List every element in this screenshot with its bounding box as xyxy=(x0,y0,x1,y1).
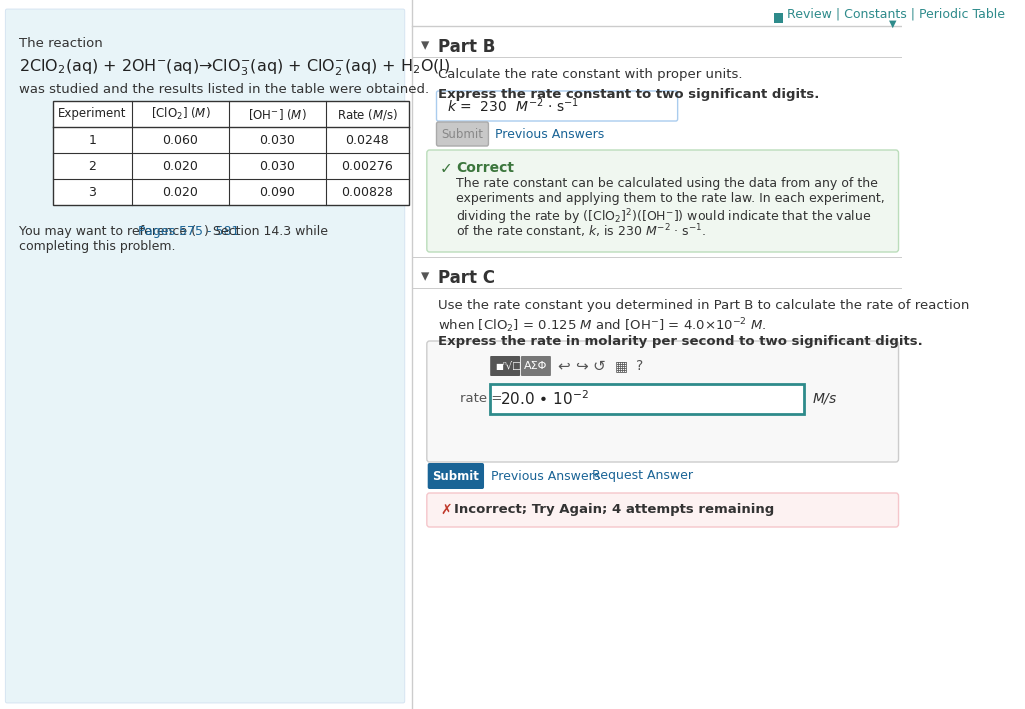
Text: experiments and applying them to the rate law. In each experiment,: experiments and applying them to the rat… xyxy=(456,192,885,205)
Text: Previous Answers: Previous Answers xyxy=(495,128,605,140)
Text: 0.060: 0.060 xyxy=(163,133,199,147)
Text: $k$ =  230  $\mathit{M}^{-2}$ · s$^{-1}$: $k$ = 230 $\mathit{M}^{-2}$ · s$^{-1}$ xyxy=(447,96,579,116)
Text: ↩: ↩ xyxy=(557,359,570,374)
Text: ▦: ▦ xyxy=(614,359,627,373)
Bar xyxy=(53,101,409,205)
Text: ▼: ▼ xyxy=(889,19,896,29)
Text: $\mathit{M}$/s: $\mathit{M}$/s xyxy=(812,391,837,406)
Text: ✗: ✗ xyxy=(440,503,452,517)
FancyBboxPatch shape xyxy=(427,463,484,489)
Text: The reaction: The reaction xyxy=(19,37,104,50)
Text: ✓: ✓ xyxy=(440,161,453,176)
FancyBboxPatch shape xyxy=(426,150,899,252)
Text: [ClO$_2$] ($\mathit{M}$): [ClO$_2$] ($\mathit{M}$) xyxy=(151,106,210,122)
Text: of the rate constant, $k$, is 230 $\mathit{M}^{-2}$ · s$^{-1}$.: of the rate constant, $k$, is 230 $\math… xyxy=(456,222,706,240)
Text: Review | Constants | Periodic Table: Review | Constants | Periodic Table xyxy=(787,8,1004,21)
Text: 3: 3 xyxy=(88,186,96,199)
Text: completing this problem.: completing this problem. xyxy=(19,240,176,253)
Text: Use the rate constant you determined in Part B to calculate the rate of reaction: Use the rate constant you determined in … xyxy=(439,299,970,312)
Text: Express the rate in molarity per second to two significant digits.: Express the rate in molarity per second … xyxy=(439,335,924,348)
Text: The rate constant can be calculated using the data from any of the: The rate constant can be calculated usin… xyxy=(456,177,877,190)
Text: Pages 575 - 581: Pages 575 - 581 xyxy=(138,225,240,238)
FancyBboxPatch shape xyxy=(521,356,550,376)
Text: 0.030: 0.030 xyxy=(259,133,295,147)
Text: 0.030: 0.030 xyxy=(259,160,295,172)
Text: dividing the rate by ([ClO$_2$]$^2$)([OH$^{-}$]) would indicate that the value: dividing the rate by ([ClO$_2$]$^2$)([OH… xyxy=(456,207,871,227)
Text: Submit: Submit xyxy=(433,469,480,483)
Text: Rate ($\mathit{M}$/s): Rate ($\mathit{M}$/s) xyxy=(337,106,398,121)
Text: 0.0248: 0.0248 xyxy=(345,133,390,147)
Text: 0.00828: 0.00828 xyxy=(341,186,394,199)
Text: Part B: Part B xyxy=(439,38,496,56)
Text: ■: ■ xyxy=(495,362,503,371)
Text: 1: 1 xyxy=(88,133,96,147)
Text: 2ClO$_2$(aq) + 2OH$^{-}$(aq)→ClO$_3^{-}$(aq) + ClO$_2^{-}$(aq) + H$_2$O(l): 2ClO$_2$(aq) + 2OH$^{-}$(aq)→ClO$_3^{-}$… xyxy=(19,57,451,77)
FancyBboxPatch shape xyxy=(490,356,520,376)
Text: 0.020: 0.020 xyxy=(163,160,199,172)
FancyBboxPatch shape xyxy=(5,9,405,703)
Text: ↪: ↪ xyxy=(575,359,587,374)
Text: Previous Answers: Previous Answers xyxy=(491,469,601,483)
Text: ΑΣΦ: ΑΣΦ xyxy=(524,361,547,371)
Bar xyxy=(775,13,783,23)
Text: ) Section 14.3 while: ) Section 14.3 while xyxy=(204,225,328,238)
Text: ▾: ▾ xyxy=(420,36,429,54)
Text: rate =: rate = xyxy=(460,393,502,406)
Text: when [ClO$_2$] = 0.125 $\mathit{M}$ and [OH$^{-}$] = 4.0×10$^{-2}$ $\mathit{M}$.: when [ClO$_2$] = 0.125 $\mathit{M}$ and … xyxy=(439,316,767,335)
Text: ⁿ√□: ⁿ√□ xyxy=(502,361,522,371)
Text: 0.020: 0.020 xyxy=(163,186,199,199)
Text: [OH$^{-}$] ($\mathit{M}$): [OH$^{-}$] ($\mathit{M}$) xyxy=(248,106,306,121)
FancyBboxPatch shape xyxy=(437,122,489,146)
Text: 2: 2 xyxy=(88,160,96,172)
FancyBboxPatch shape xyxy=(426,341,899,462)
FancyBboxPatch shape xyxy=(490,384,805,414)
Text: Submit: Submit xyxy=(441,128,483,140)
Text: Calculate the rate constant with proper units.: Calculate the rate constant with proper … xyxy=(439,68,743,81)
Text: 0.090: 0.090 xyxy=(259,186,295,199)
Text: Request Answer: Request Answer xyxy=(592,469,693,483)
Text: 0.00276: 0.00276 xyxy=(341,160,394,172)
FancyBboxPatch shape xyxy=(437,91,678,121)
Text: Part C: Part C xyxy=(439,269,495,287)
Text: Correct: Correct xyxy=(456,161,514,175)
Text: ?: ? xyxy=(637,359,644,373)
Text: You may want to reference (: You may want to reference ( xyxy=(19,225,197,238)
Text: Incorrect; Try Again; 4 attempts remaining: Incorrect; Try Again; 4 attempts remaini… xyxy=(454,503,774,516)
FancyBboxPatch shape xyxy=(426,493,899,527)
Text: 20.0 • 10$^{-2}$: 20.0 • 10$^{-2}$ xyxy=(500,390,588,408)
Text: ▾: ▾ xyxy=(420,267,429,285)
Text: Express the rate constant to two significant digits.: Express the rate constant to two signifi… xyxy=(439,88,820,101)
Text: was studied and the results listed in the table were obtained.: was studied and the results listed in th… xyxy=(19,83,429,96)
Text: Experiment: Experiment xyxy=(58,108,127,121)
Text: ↺: ↺ xyxy=(592,359,605,374)
